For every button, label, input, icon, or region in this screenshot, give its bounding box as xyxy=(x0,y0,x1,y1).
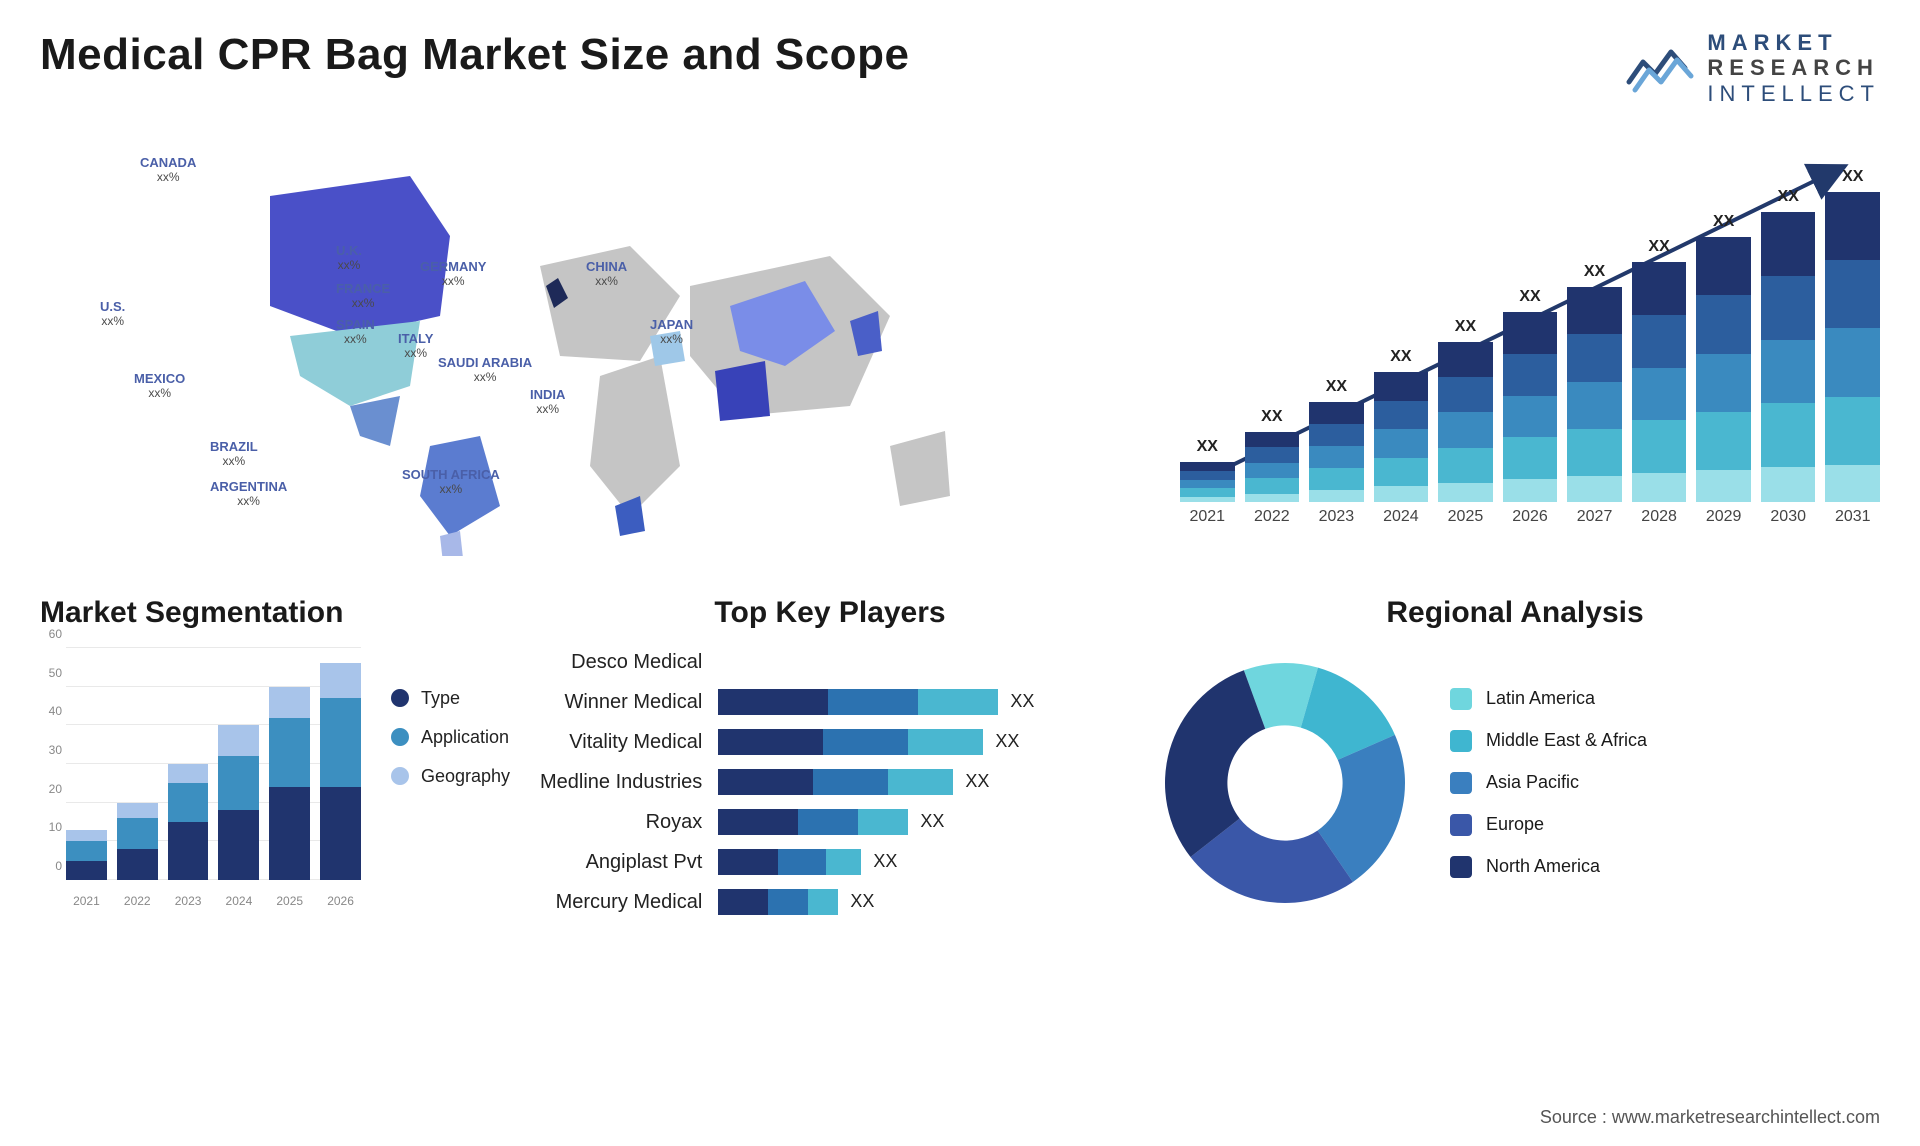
player-name: Desco Medical xyxy=(571,648,702,676)
legend-item: Middle East & Africa xyxy=(1450,730,1647,752)
map-label: U.S.xx% xyxy=(100,300,125,329)
map-label: SOUTH AFRICAxx% xyxy=(402,468,500,497)
players-title: Top Key Players xyxy=(540,596,1120,630)
player-bar-row: XX xyxy=(718,848,1120,876)
map-region xyxy=(715,361,770,421)
legend-item: North America xyxy=(1450,856,1647,878)
page-title: Medical CPR Bag Market Size and Scope xyxy=(40,30,909,80)
player-bar-row: XX xyxy=(718,728,1120,756)
map-label: JAPANxx% xyxy=(650,318,693,347)
player-name: Royax xyxy=(646,808,703,836)
legend-item: Europe xyxy=(1450,814,1647,836)
logo-line2: RESEARCH xyxy=(1707,55,1880,80)
growth-bar: XX2031 xyxy=(1825,192,1880,526)
source-attribution: Source : www.marketresearchintellect.com xyxy=(1540,1107,1880,1128)
logo-line3: INTELLECT xyxy=(1707,81,1880,106)
growth-bar: XX2029 xyxy=(1696,237,1751,526)
regional-legend: Latin America Middle East & Africa Asia Pa… xyxy=(1450,688,1647,878)
player-bar-row: XX xyxy=(718,888,1120,916)
map-label: ITALYxx% xyxy=(398,332,433,361)
map-label: GERMANYxx% xyxy=(420,260,486,289)
map-label: MEXICOxx% xyxy=(134,372,185,401)
growth-bar: XX2023 xyxy=(1309,402,1364,526)
player-name: Mercury Medical xyxy=(556,888,703,916)
map-label: SPAINxx% xyxy=(336,318,375,347)
player-name: Vitality Medical xyxy=(569,728,702,756)
segmentation-bar xyxy=(168,764,209,880)
legend-item: Asia Pacific xyxy=(1450,772,1647,794)
player-bar-row xyxy=(718,648,1120,676)
brand-logo: MARKET RESEARCH INTELLECT xyxy=(1625,30,1880,106)
map-label: SAUDI ARABIAxx% xyxy=(438,356,532,385)
growth-bar-chart: XX2021XX2022XX2023XX2024XX2025XX2026XX20… xyxy=(1180,136,1880,556)
legend-item: Application xyxy=(391,727,510,748)
map-label: CHINAxx% xyxy=(586,260,627,289)
segmentation-bar xyxy=(320,663,361,880)
world-map: CANADAxx% U.S.xx% MEXICOxx% BRAZILxx% ARGENT… xyxy=(40,136,1140,556)
growth-bar: XX2022 xyxy=(1245,432,1300,526)
growth-bar: XX2026 xyxy=(1503,312,1558,526)
regional-title: Regional Analysis xyxy=(1150,596,1880,630)
map-label: INDIAxx% xyxy=(530,388,565,417)
map-label: CANADAxx% xyxy=(140,156,196,185)
player-name: Winner Medical xyxy=(564,688,702,716)
growth-bar: XX2028 xyxy=(1632,262,1687,526)
growth-bar: XX2024 xyxy=(1374,372,1429,526)
map-label: ARGENTINAxx% xyxy=(210,480,287,509)
map-label: U.K.xx% xyxy=(336,244,362,273)
player-name: Medline Industries xyxy=(540,768,702,796)
growth-bar: XX2030 xyxy=(1761,212,1816,526)
regional-donut-chart xyxy=(1150,648,1420,918)
map-label: BRAZILxx% xyxy=(210,440,258,469)
legend-item: Geography xyxy=(391,766,510,787)
player-names-list: Desco Medical Winner Medical Vitality Medi… xyxy=(540,648,702,916)
map-label: FRANCExx% xyxy=(336,282,390,311)
player-bars-list: XX XX XX XX XX XX xyxy=(718,648,1120,916)
player-bar-row: XX xyxy=(718,688,1120,716)
map-region xyxy=(440,531,465,556)
player-bar-row: XX xyxy=(718,808,1120,836)
growth-bar: XX2027 xyxy=(1567,287,1622,526)
segmentation-bar xyxy=(269,687,310,880)
world-map-svg xyxy=(40,136,1140,556)
segmentation-bar xyxy=(117,803,158,880)
player-bar-row: XX xyxy=(718,768,1120,796)
segmentation-bar xyxy=(66,830,107,880)
growth-bar: XX2021 xyxy=(1180,462,1235,526)
brand-logo-icon xyxy=(1625,38,1695,98)
segmentation-chart: 0102030405060 202120222023202420252026 xyxy=(40,648,361,908)
segmentation-title: Market Segmentation xyxy=(40,596,510,630)
segmentation-legend: Type Application Geography xyxy=(391,648,510,908)
map-region xyxy=(590,356,680,516)
logo-line1: MARKET xyxy=(1707,30,1880,55)
legend-item: Latin America xyxy=(1450,688,1647,710)
segmentation-bar xyxy=(218,725,259,880)
legend-item: Type xyxy=(391,688,510,709)
growth-bar: XX2025 xyxy=(1438,342,1493,526)
map-region xyxy=(890,431,950,506)
player-name: Angiplast Pvt xyxy=(586,848,703,876)
